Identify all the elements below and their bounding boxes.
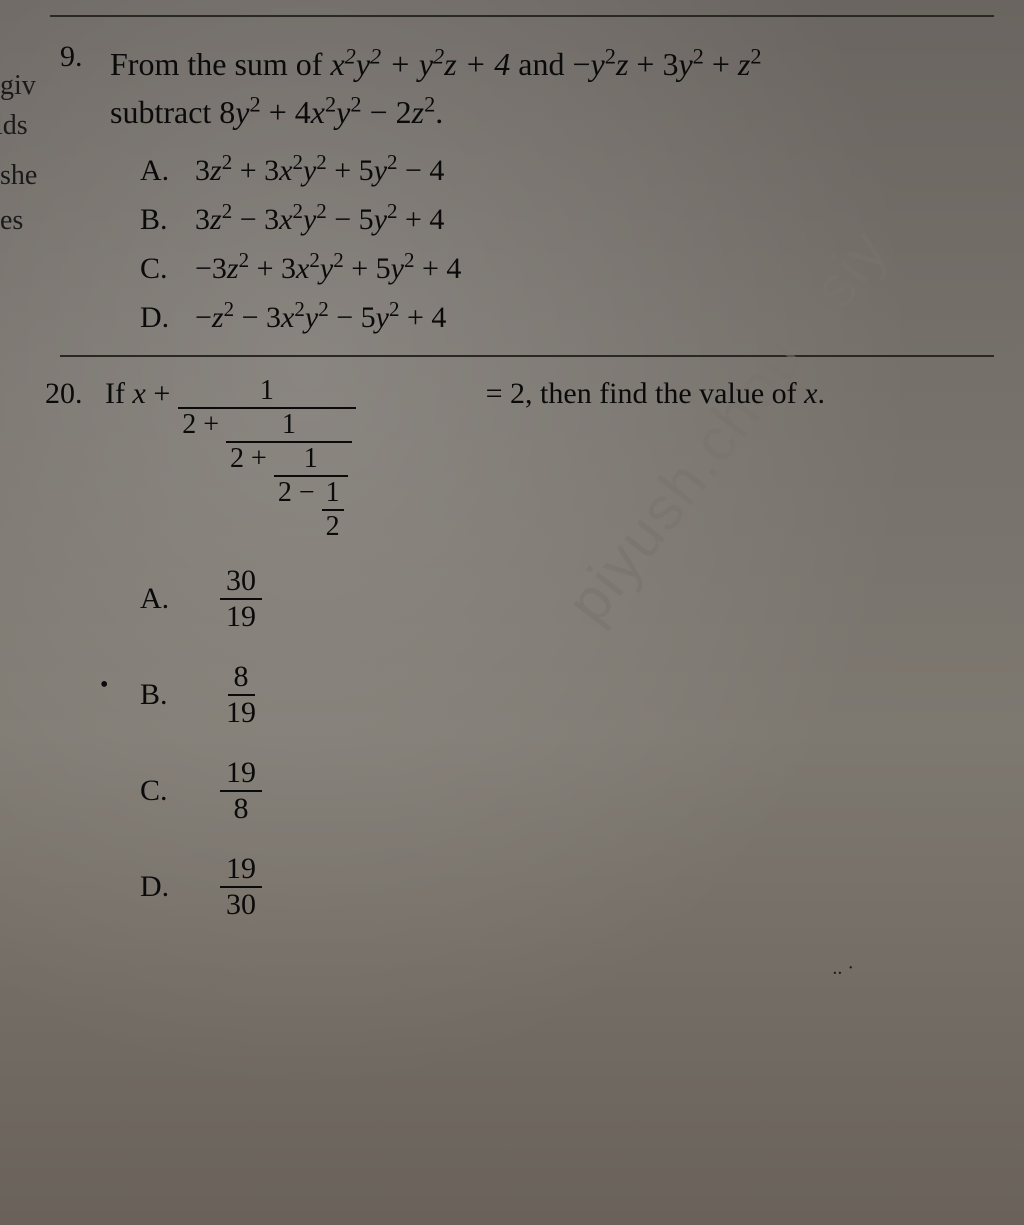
q20-c-num: 19 — [220, 758, 262, 792]
q9-opt-b-letter: B. — [140, 203, 195, 237]
q9-line1-pre: From the sum of — [110, 46, 330, 82]
cf-l2-num: 1 — [226, 411, 352, 443]
cf-l3-num: 1 — [274, 445, 348, 477]
stray-dot-mark: • — [100, 672, 108, 699]
q20-c-den: 8 — [228, 792, 255, 824]
q20-if: If x + — [105, 377, 170, 411]
q9-expr3: 8y2 + 4x2y2 − 2z2 — [219, 94, 435, 130]
q20-b-den: 19 — [220, 696, 262, 728]
question-9: 9. From the sum of x2y2 + y2z + 4 and −y… — [70, 40, 994, 337]
q20-rhs-text: = 2, then find the value of x. — [486, 377, 825, 411]
q9-line2-post: . — [435, 94, 443, 130]
cf-l4-num: 1 — [322, 479, 344, 511]
q9-option-d: D. −z2 − 3x2y2 − 5y2 + 4 — [140, 298, 994, 337]
q20-option-c: C. 19 8 — [140, 758, 994, 824]
margin-fragment-she: she — [0, 160, 37, 192]
q9-line1-mid: and — [510, 46, 572, 82]
q20-opt-a-frac: 30 19 — [220, 566, 262, 632]
q20-option-a: A. 30 19 — [140, 566, 994, 632]
q9-option-c: C. −3z2 + 3x2y2 + 5y2 + 4 — [140, 249, 994, 288]
q9-opt-c-expr: −3z2 + 3x2y2 + 5y2 + 4 — [195, 249, 461, 288]
q9-opt-d-expr: −z2 − 3x2y2 − 5y2 + 4 — [195, 298, 446, 337]
q9-option-a: A. 3z2 + 3x2y2 + 5y2 − 4 — [140, 151, 994, 190]
margin-fragment-lds: lds — [0, 110, 28, 142]
section-divider — [60, 355, 994, 357]
q9-expr2: −y2z + 3y2 + z2 — [573, 46, 762, 82]
q20-opt-a-letter: A. — [140, 582, 195, 616]
q9-text-line2: subtract 8y2 + 4x2y2 − 2z2. — [110, 88, 994, 136]
q20-number: 20. — [45, 377, 83, 411]
q20-opt-d-letter: D. — [140, 870, 195, 904]
q9-options: A. 3z2 + 3x2y2 + 5y2 − 4 B. 3z2 − 3x2y2 … — [140, 151, 994, 337]
top-rule-line — [50, 15, 994, 17]
q9-opt-d-letter: D. — [140, 301, 195, 335]
q9-number: 9. — [60, 40, 83, 74]
q20-a-den: 19 — [220, 600, 262, 632]
q9-line2-pre: subtract — [110, 94, 219, 130]
q9-opt-a-expr: 3z2 + 3x2y2 + 5y2 − 4 — [195, 151, 444, 190]
q20-opt-b-frac: 8 19 — [220, 662, 262, 728]
q9-opt-c-letter: C. — [140, 252, 195, 286]
cf-l2-pre: 2 + — [230, 445, 267, 473]
q9-opt-b-expr: 3z2 − 3x2y2 − 5y2 + 4 — [195, 200, 444, 239]
question-20: 20. If x + 1 2 + 1 2 + — [50, 377, 994, 920]
page-surface: giv lds she es piyush.chourasiy 9. From … — [0, 0, 1024, 1225]
q20-continued-fraction: 1 2 + 1 2 + 1 2 − — [178, 377, 355, 541]
small-dots-mark: .. · — [832, 957, 854, 980]
cf-l1-pre: 2 + — [182, 411, 219, 439]
cf-l3-den: 2 − 1 2 — [274, 477, 348, 541]
q9-option-b: B. 3z2 − 3x2y2 − 5y2 + 4 — [140, 200, 994, 239]
q9-expr1: x2y2 + y2z + 4 — [330, 46, 510, 82]
cf-l1-num: 1 — [178, 377, 355, 409]
q20-b-num: 8 — [228, 662, 255, 696]
q20-d-num: 19 — [220, 854, 262, 888]
margin-fragment-es: es — [0, 205, 23, 237]
cf-l3-pre: 2 − — [278, 479, 315, 507]
q20-d-den: 30 — [220, 888, 262, 920]
cf-l2-den: 2 + 1 2 − 1 2 — [226, 443, 352, 541]
q20-opt-d-frac: 19 30 — [220, 854, 262, 920]
q20-if-text: If — [105, 377, 132, 410]
q20-opt-c-letter: C. — [140, 774, 195, 808]
q9-text-line1: From the sum of x2y2 + y2z + 4 and −y2z … — [110, 40, 994, 88]
margin-fragment-giv: giv — [0, 70, 36, 102]
q20-opt-b-letter: B. — [140, 678, 195, 712]
q20-options: A. 30 19 • B. 8 19 C. 19 8 — [140, 566, 994, 920]
cf-l4-den: 2 — [322, 511, 344, 541]
q20-a-num: 30 — [220, 566, 262, 600]
q20-opt-c-frac: 19 8 — [220, 758, 262, 824]
q9-opt-a-letter: A. — [140, 154, 195, 188]
q20-lhs: If x + 1 2 + 1 2 + 1 — [105, 377, 356, 541]
q20-option-b: • B. 8 19 — [140, 662, 994, 728]
q20-option-d: D. 19 30 — [140, 854, 994, 920]
q20-body: If x + 1 2 + 1 2 + 1 — [105, 377, 994, 541]
cf-l1-den: 2 + 1 2 + 1 2 − — [178, 409, 355, 541]
